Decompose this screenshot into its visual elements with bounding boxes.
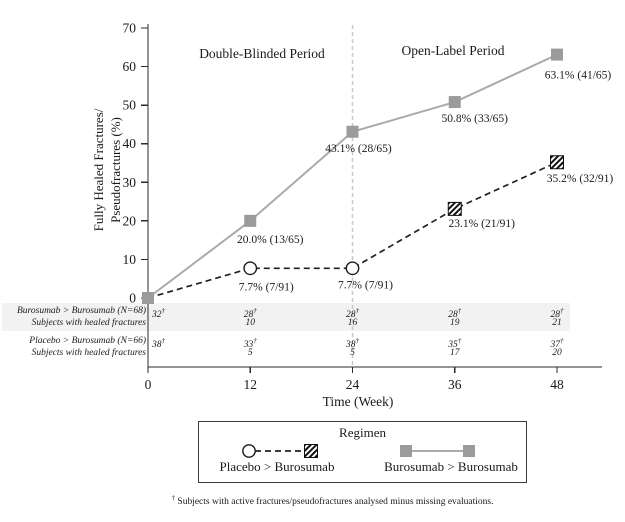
period-label-open-label: Open-Label Period xyxy=(401,43,505,58)
table-cell: 28† xyxy=(346,307,360,321)
marker-placebo-week-24 xyxy=(345,261,360,276)
legend-marker-glyphs xyxy=(242,444,475,458)
x-axis-label: Time (Week) xyxy=(322,394,394,409)
point-label-placebo-week-12: 7.7% (7/91) xyxy=(239,281,294,293)
point-label-burosumab-week-24: 43.1% (28/65) xyxy=(325,143,392,155)
point-label-placebo-week-48: 35.2% (32/91) xyxy=(547,173,614,185)
dagger-marker: † xyxy=(161,307,166,315)
footnote: † Subjects with active fractures/pseudof… xyxy=(40,494,625,507)
legend-placebo-circle-marker xyxy=(242,444,256,458)
marker-burosumab-week-0 xyxy=(142,292,154,304)
y-tick-label: 0 xyxy=(129,291,136,306)
table-row-label: Subjects with healed fractures xyxy=(31,318,146,328)
y-axis-label-line1: Fully Healed Fractures/ xyxy=(91,108,106,232)
marker-placebo-week-36 xyxy=(447,201,462,216)
legend-item-placebo-burosumab: Placebo > Burosumab xyxy=(219,459,335,474)
table-row-label: Subjects with healed fractures xyxy=(31,348,146,358)
x-tick-label: 24 xyxy=(346,377,360,392)
table-cell: 37† xyxy=(550,337,564,351)
legend-placebo-hatched-marker xyxy=(304,444,318,458)
y-axis-label: Fully Healed Fractures/ Pseudofractures … xyxy=(90,10,126,330)
marker-burosumab-week-24 xyxy=(346,125,359,138)
point-label-burosumab-week-48: 63.1% (41/65) xyxy=(545,70,612,82)
table-row-label: Burosumab > Burosumab (N=68) xyxy=(16,306,146,316)
y-tick-label: 20 xyxy=(123,213,137,228)
marker-burosumab-week-48 xyxy=(551,48,563,61)
marker-placebo-week-12 xyxy=(243,261,258,276)
table-cell: 17 xyxy=(450,348,460,358)
marker-burosumab-week-36 xyxy=(448,96,461,109)
marker-burosumab-week-12 xyxy=(244,214,257,227)
table-cell: 10 xyxy=(245,318,256,328)
table-cell: 38† xyxy=(152,337,166,351)
dagger-marker: † xyxy=(355,337,360,345)
table-cell: 35† xyxy=(448,337,462,351)
table-cell: 28† xyxy=(448,307,462,321)
table-cell: 20 xyxy=(552,348,562,358)
table-cell: 32† xyxy=(152,307,166,321)
marker-placebo-week-48 xyxy=(550,155,564,170)
table-cell: 28† xyxy=(243,307,257,321)
table-cell: 5 xyxy=(350,348,355,358)
point-label-placebo-week-24: 7.7% (7/91) xyxy=(338,279,393,291)
table-shaded-band xyxy=(2,303,570,331)
point-label-placebo-week-36: 23.1% (21/91) xyxy=(449,218,516,230)
series-line-placebo xyxy=(147,161,558,299)
x-tick-label: 36 xyxy=(448,377,462,392)
legend-burosumab-square-marker xyxy=(400,445,412,457)
table-cell: 33† xyxy=(243,337,257,351)
y-tick-label: 40 xyxy=(123,136,137,151)
y-axis-label-line2: Pseudofractures (%) xyxy=(108,117,123,223)
period-label-double-blinded: Double-Blinded Period xyxy=(199,46,325,61)
y-tick-label: 30 xyxy=(123,175,137,190)
table-cell: 38† xyxy=(346,337,360,351)
table-row-label: Placebo > Burosumab (N=66) xyxy=(29,336,146,346)
y-tick-label: 50 xyxy=(123,98,137,113)
y-tick-label: 10 xyxy=(123,252,137,267)
footnote-text: Subjects with active fractures/pseudofra… xyxy=(177,497,494,508)
dagger-marker: † xyxy=(355,307,360,315)
dagger-marker: † xyxy=(457,307,462,315)
legend-title: Regimen xyxy=(339,425,386,440)
x-tick-label: 12 xyxy=(244,377,258,392)
point-label-burosumab-week-36: 50.8% (33/65) xyxy=(442,113,509,125)
legend-box: Regimen Placebo > Burosumab Burosumab > … xyxy=(198,421,527,483)
legend-item-burosumab-burosumab: Burosumab > Burosumab xyxy=(384,459,518,474)
footnote-dagger: † xyxy=(171,494,176,502)
x-tick-label: 0 xyxy=(145,377,152,392)
x-tick-label: 48 xyxy=(550,377,564,392)
dagger-marker: † xyxy=(161,337,166,345)
dagger-marker: † xyxy=(253,337,257,345)
dagger-marker: † xyxy=(253,307,257,315)
table-cell: 28† xyxy=(550,307,564,321)
table-cell: 19 xyxy=(450,318,460,328)
table-cell: 21 xyxy=(552,318,562,328)
table-cell: 16 xyxy=(347,318,358,328)
table-cell: 5 xyxy=(247,348,253,358)
y-tick-label: 70 xyxy=(123,21,137,36)
legend-burosumab-square-marker xyxy=(463,445,475,457)
point-label-burosumab-week-12: 20.0% (13/65) xyxy=(237,234,304,246)
dagger-marker: † xyxy=(457,337,462,345)
y-tick-label: 60 xyxy=(123,59,137,74)
dagger-marker: † xyxy=(560,337,564,345)
dagger-marker: † xyxy=(560,307,564,315)
